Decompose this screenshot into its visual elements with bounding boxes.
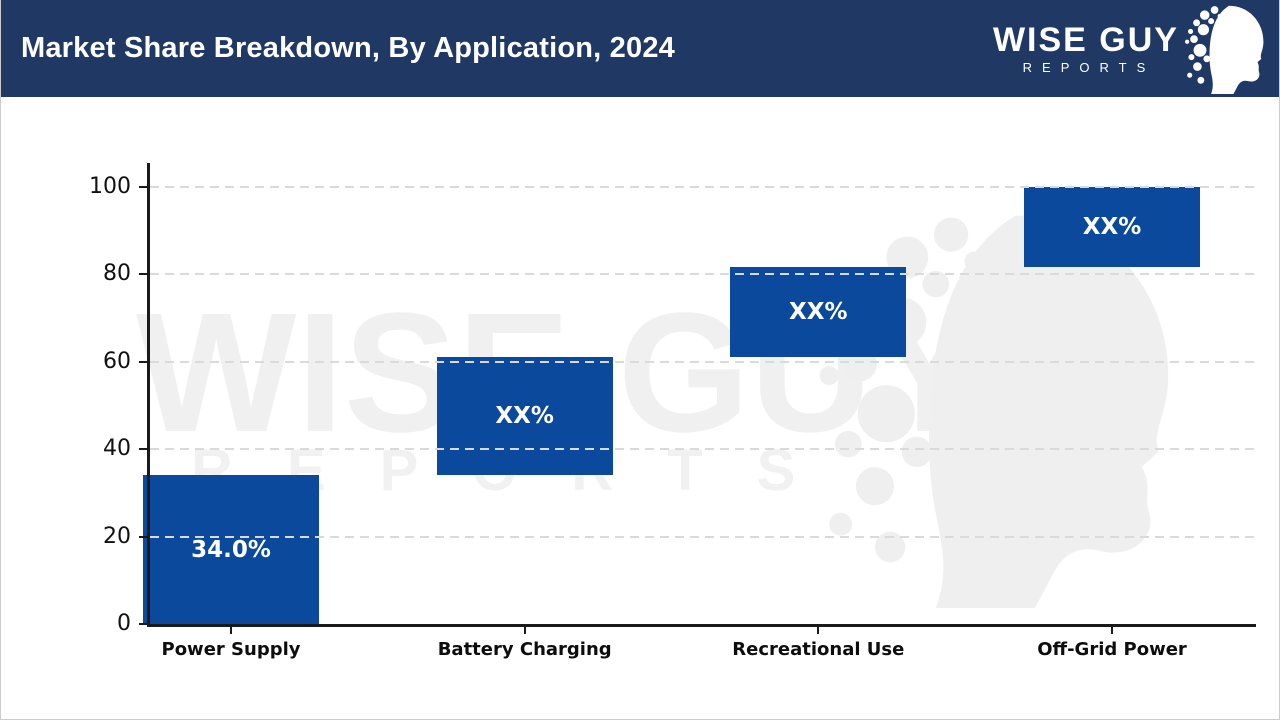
logo-text: WISE GUY REPORTS — [993, 23, 1179, 74]
y-axis-tick-label: 0 — [117, 611, 131, 636]
dotted-head-icon — [1185, 5, 1264, 94]
y-axis-tick-label: 20 — [103, 523, 131, 549]
x-axis-tick — [1111, 627, 1113, 634]
y-axis-tick — [139, 623, 147, 625]
y-axis-tick-label: 80 — [103, 261, 131, 287]
x-axis-category-label: Power Supply — [161, 639, 301, 660]
bar-segment — [1024, 187, 1200, 267]
bar-value-label: XX% — [495, 402, 554, 429]
x-axis-tick — [230, 627, 232, 634]
bar-value-label: 34.0% — [191, 536, 271, 563]
y-axis-tick-label: 100 — [89, 174, 131, 199]
bar-segment — [730, 266, 907, 357]
gridline — [150, 186, 1254, 188]
x-axis-category-label: Off-Grid Power — [1037, 639, 1187, 660]
y-axis-tick — [139, 360, 147, 363]
y-axis-tick-label: 40 — [103, 436, 131, 462]
wiseguy-logo: WISE GUY REPORTS — [993, 4, 1267, 94]
gridline — [150, 360, 1254, 363]
logo-subtitle: REPORTS — [1022, 60, 1156, 75]
y-axis-tick — [139, 186, 147, 188]
y-axis-tick — [139, 273, 147, 276]
header: Market Share Breakdown, By Application, … — [1, 0, 1279, 97]
y-axis-tick — [139, 448, 147, 451]
bar-segment — [143, 475, 319, 624]
gridline — [150, 273, 1254, 276]
y-axis-line — [147, 163, 150, 626]
x-axis-tick — [523, 627, 526, 634]
bar-segment — [436, 356, 613, 476]
y-axis-tick-label: 60 — [103, 348, 131, 374]
bar-value-label: XX% — [789, 298, 848, 325]
gridline — [150, 535, 1254, 538]
y-axis-tick — [139, 535, 147, 538]
x-axis-category-label: Recreational Use — [732, 639, 905, 660]
gridline — [150, 448, 1254, 451]
page-title: Market Share Breakdown, By Application, … — [21, 32, 675, 64]
x-axis-tick — [817, 627, 820, 634]
x-axis-line — [147, 624, 1256, 627]
bar-value-label: XX% — [1082, 213, 1142, 240]
x-axis-category-label: Battery Charging — [437, 639, 612, 660]
logo-wordmark: WISE GUY — [992, 21, 1179, 59]
